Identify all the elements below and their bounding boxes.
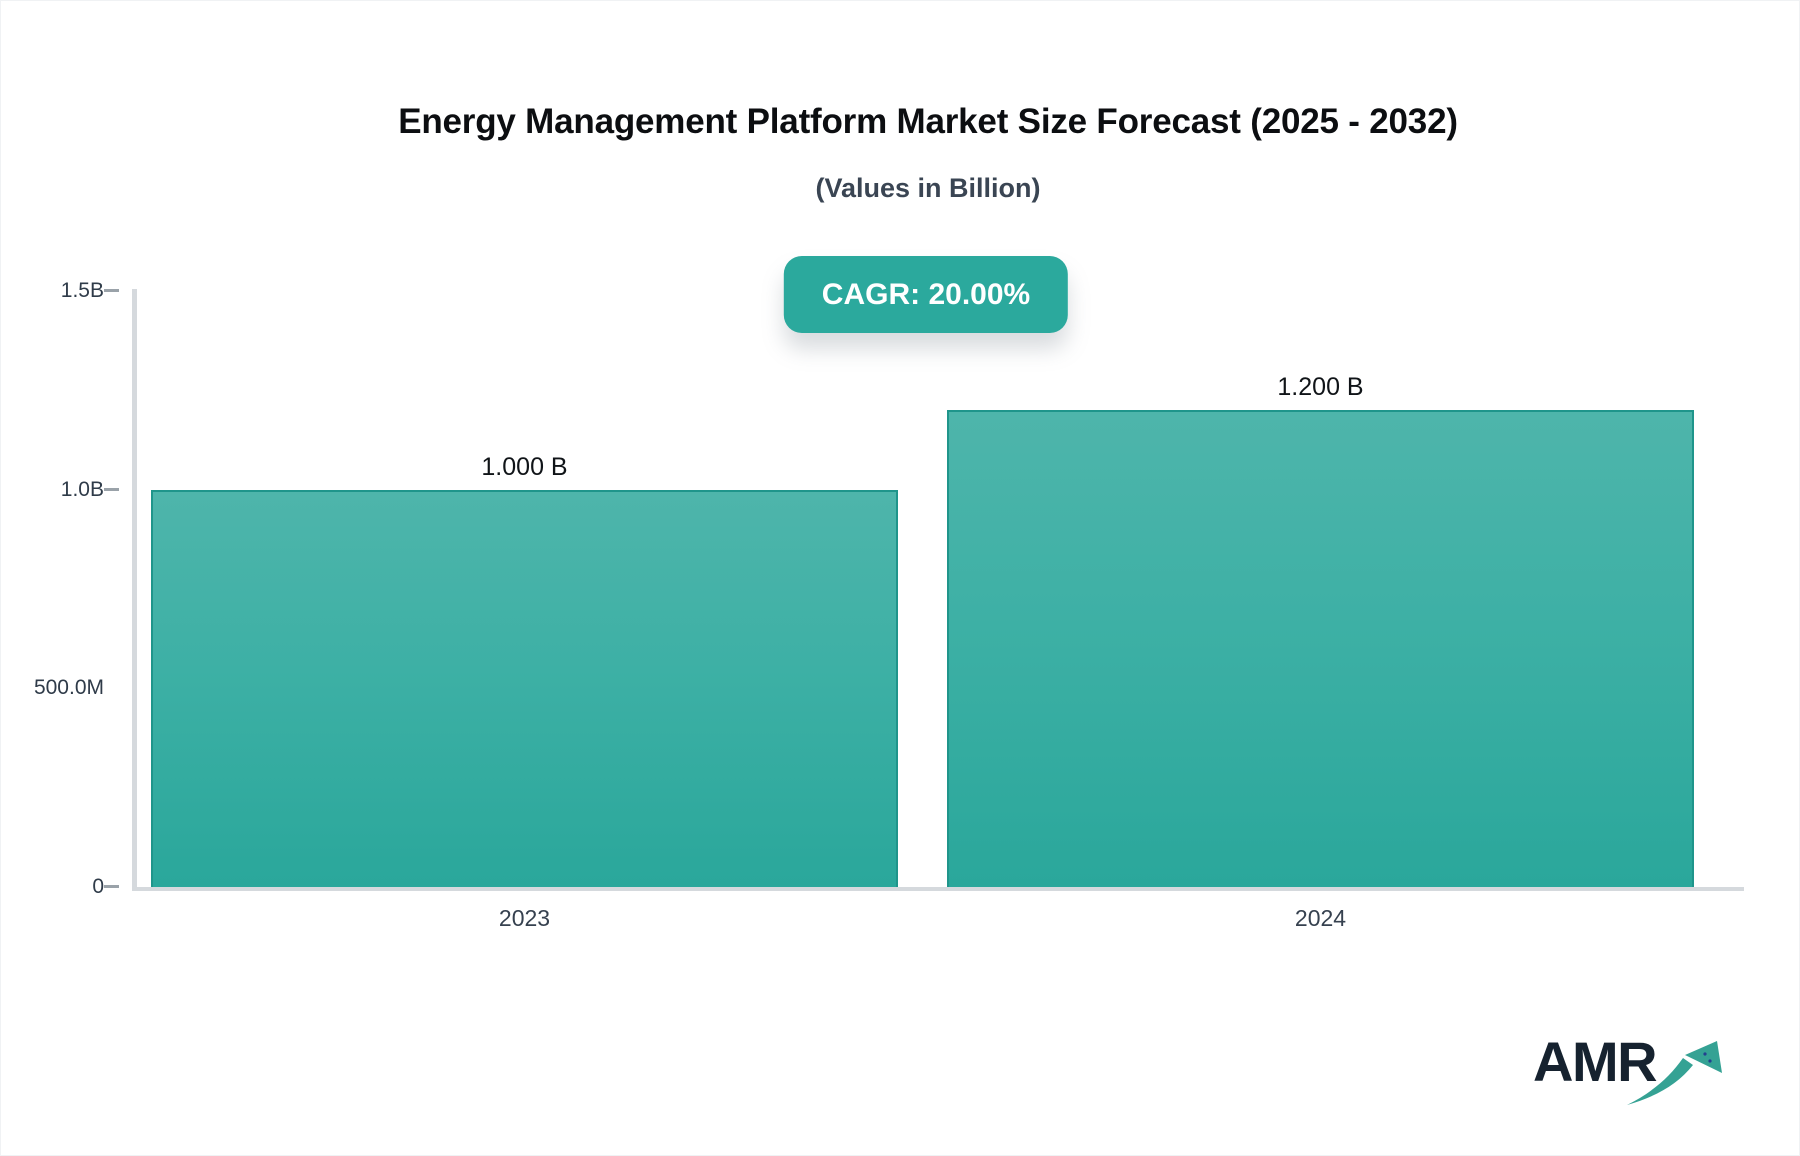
- y-tick-mark: [104, 885, 119, 888]
- y-tick-label: 0: [92, 875, 104, 898]
- cagr-badge: CAGR: 20.00%: [783, 256, 1069, 333]
- bar-value-label: 1.200 B: [1277, 373, 1364, 402]
- y-tick-mark: [104, 487, 119, 491]
- growth-arrow-icon: [1627, 1041, 1722, 1105]
- chart-title: Energy Management Platform Market Size F…: [398, 102, 1458, 141]
- x-axis-label: 2024: [1294, 905, 1347, 931]
- x-axis-line: [132, 887, 1744, 891]
- x-axis-label: 2023: [498, 905, 551, 931]
- chart-subtitle: (Values in Billion): [815, 173, 1041, 203]
- bar-2023[interactable]: [151, 489, 898, 887]
- logo-text: AMR: [1533, 1030, 1658, 1093]
- bar-value-label: 1.000 B: [481, 452, 568, 481]
- y-tick-label: 500.0M: [33, 676, 104, 700]
- y-tick-mark: [104, 289, 119, 292]
- y-axis-line: [132, 289, 137, 891]
- y-tick-label: 1.0B: [60, 477, 104, 501]
- y-tick-label: 1.5B: [60, 279, 104, 302]
- bar-2024[interactable]: [947, 410, 1694, 887]
- brand-logo: AMR: [1533, 1030, 1722, 1105]
